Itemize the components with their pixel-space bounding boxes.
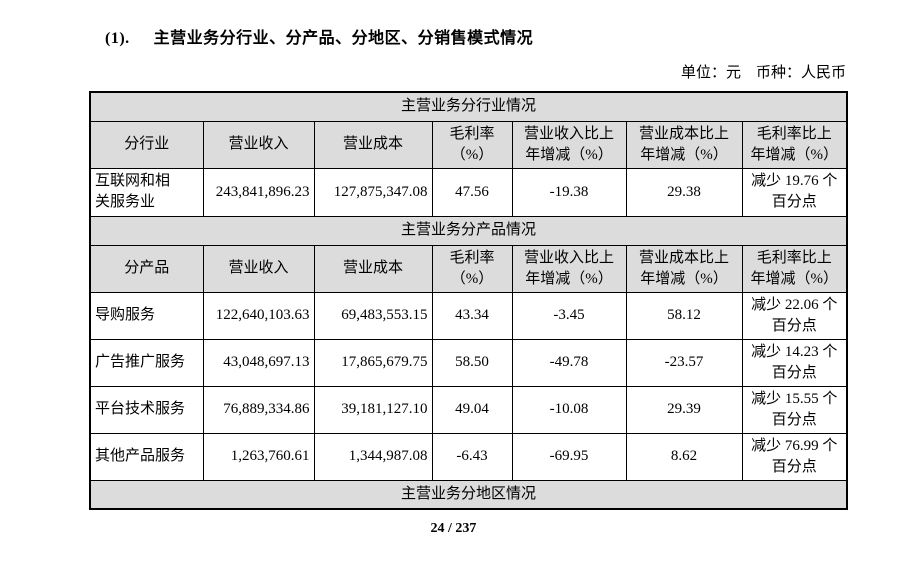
cell-product-name: 广告推广服务	[89, 338, 204, 387]
cell-gross-margin: 47.56	[431, 167, 513, 217]
cell-margin-change: 减少 14.23 个 百分点	[741, 338, 848, 387]
col-header-margin-change: 毛利率比上 年增减（%）	[741, 120, 848, 169]
cell-industry-name: 互联网和相 关服务业	[89, 167, 204, 217]
section-title-product: 主营业务分产品情况	[89, 215, 848, 246]
col-header-cost-change: 营业成本比上 年增减（%）	[625, 244, 743, 293]
cell-cost: 1,344,987.08	[313, 432, 433, 481]
section-title-region: 主营业务分地区情况	[89, 479, 848, 510]
cell-margin-change: 减少 19.76 个 百分点	[741, 167, 848, 217]
col-header-revenue: 营业收入	[202, 120, 315, 169]
cell-revenue-change: -3.45	[511, 291, 627, 340]
cell-revenue: 243,841,896.23	[202, 167, 315, 217]
cell-cost-change: 58.12	[625, 291, 743, 340]
cell-cost: 69,483,553.15	[313, 291, 433, 340]
cell-gross-margin: 43.34	[431, 291, 513, 340]
cell-product-name: 平台技术服务	[89, 385, 204, 434]
section-band-region: 主营业务分地区情况	[89, 479, 848, 510]
section-band-product: 主营业务分产品情况	[89, 215, 848, 246]
cell-gross-margin: 49.04	[431, 385, 513, 434]
product-header-row: 分产品 营业收入 营业成本 毛利率 （%） 营业收入比上 年增减（%） 营业成本…	[89, 244, 848, 293]
cell-revenue-change: -19.38	[511, 167, 627, 217]
main-business-table: 主营业务分行业情况 分行业 营业收入 营业成本 毛利率 （%） 营业收入比上 年…	[89, 91, 849, 510]
cell-revenue-change: -69.95	[511, 432, 627, 481]
cell-product-name: 导购服务	[89, 291, 204, 340]
col-header-revenue-change: 营业收入比上 年增减（%）	[511, 120, 627, 169]
cell-margin-change: 减少 15.55 个 百分点	[741, 385, 848, 434]
cell-cost-change: 29.39	[625, 385, 743, 434]
cell-cost-change: 29.38	[625, 167, 743, 217]
col-header-cost-change: 营业成本比上 年增减（%）	[625, 120, 743, 169]
cell-margin-change: 减少 76.99 个 百分点	[741, 432, 848, 481]
cell-revenue-change: -49.78	[511, 338, 627, 387]
cell-cost: 17,865,679.75	[313, 338, 433, 387]
col-header-revenue: 营业收入	[202, 244, 315, 293]
col-header-gross-margin: 毛利率 （%）	[431, 244, 513, 293]
table-row-other-products: 其他产品服务 1,263,760.61 1,344,987.08 -6.43 -…	[89, 432, 848, 481]
cell-revenue-change: -10.08	[511, 385, 627, 434]
cell-gross-margin: 58.50	[431, 338, 513, 387]
col-header-industry: 分行业	[89, 120, 204, 169]
col-header-margin-change: 毛利率比上 年增减（%）	[741, 244, 848, 293]
cell-revenue: 1,263,760.61	[202, 432, 315, 481]
col-header-cost: 营业成本	[313, 120, 433, 169]
page-number: 24 / 237	[430, 521, 477, 536]
cell-cost: 127,875,347.08	[313, 167, 433, 217]
col-header-product: 分产品	[89, 244, 204, 293]
col-header-revenue-change: 营业收入比上 年增减（%）	[511, 244, 627, 293]
section-title-industry: 主营业务分行业情况	[89, 91, 848, 122]
cell-product-name: 其他产品服务	[89, 432, 204, 481]
table-row-internet-services: 互联网和相 关服务业 243,841,896.23 127,875,347.08…	[89, 167, 848, 217]
page-title: 主营业务分行业、分产品、分地区、分销售模式情况	[153, 30, 534, 47]
cell-cost-change: -23.57	[625, 338, 743, 387]
cell-revenue: 43,048,697.13	[202, 338, 315, 387]
section-heading: (1). 主营业务分行业、分产品、分地区、分销售模式情况	[105, 24, 907, 48]
cell-cost-change: 8.62	[625, 432, 743, 481]
industry-header-row: 分行业 营业收入 营业成本 毛利率 （%） 营业收入比上 年增减（%） 营业成本…	[89, 120, 848, 169]
col-header-gross-margin: 毛利率 （%）	[431, 120, 513, 169]
unit-currency-note: 单位：元 币种：人民币	[680, 65, 846, 81]
cell-revenue: 76,889,334.86	[202, 385, 315, 434]
section-band-industry: 主营业务分行业情况	[89, 91, 848, 122]
table-row-ad-promotion: 广告推广服务 43,048,697.13 17,865,679.75 58.50…	[89, 338, 848, 387]
cell-cost: 39,181,127.10	[313, 385, 433, 434]
cell-gross-margin: -6.43	[431, 432, 513, 481]
table-row-platform-tech: 平台技术服务 76,889,334.86 39,181,127.10 49.04…	[89, 385, 848, 434]
cell-revenue: 122,640,103.63	[202, 291, 315, 340]
col-header-cost: 营业成本	[313, 244, 433, 293]
heading-number: (1).	[105, 30, 130, 47]
table-row-shopping-guide: 导购服务 122,640,103.63 69,483,553.15 43.34 …	[89, 291, 848, 340]
cell-margin-change: 减少 22.06 个 百分点	[741, 291, 848, 340]
